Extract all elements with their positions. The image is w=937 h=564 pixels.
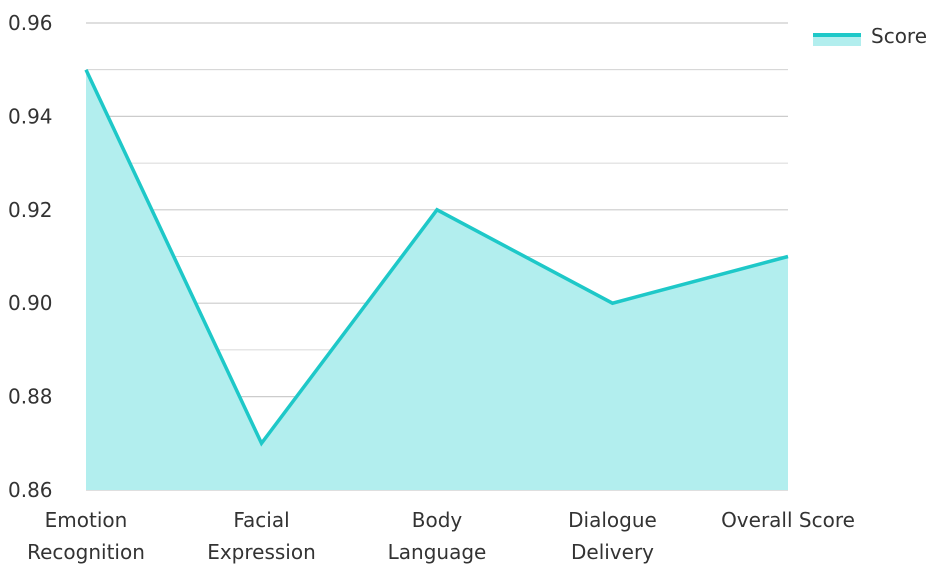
series-area-layer [84, 68, 789, 490]
y-tick-label: 0.94 [8, 104, 53, 128]
y-tick-label: 0.90 [8, 291, 53, 315]
legend-label-score: Score [871, 24, 927, 48]
legend: Score [813, 24, 927, 48]
x-tick-label: Overall Score [721, 508, 855, 532]
y-tick-label: 0.86 [8, 478, 53, 502]
x-tick-label: Dialogue Delivery [568, 508, 657, 564]
x-axis-tick-labels: Emotion Recognition Facial Expression Body La… [27, 508, 855, 564]
x-tick-label: Emotion Recognition [27, 508, 145, 564]
y-tick-label: 0.88 [8, 385, 53, 409]
y-axis-tick-labels: 0.96 0.94 0.92 0.90 0.88 0.86 [8, 11, 53, 502]
y-tick-label: 0.96 [8, 11, 53, 35]
y-tick-label: 0.92 [8, 198, 53, 222]
x-tick-label: Facial Expression [207, 508, 316, 564]
series-area-score [86, 69, 788, 490]
x-tick-label: Body Language [388, 508, 487, 564]
